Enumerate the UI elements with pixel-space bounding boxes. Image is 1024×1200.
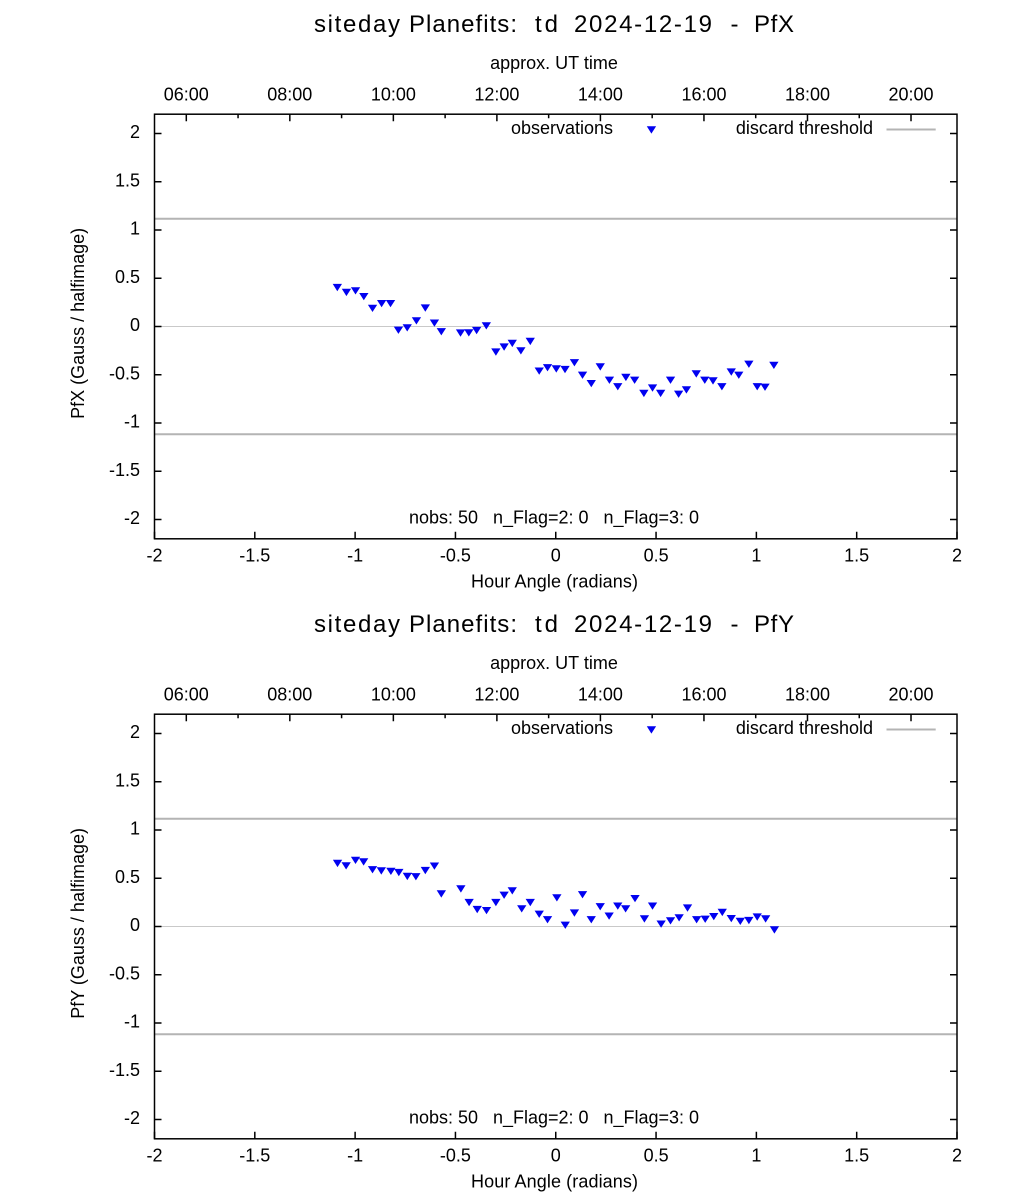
svg-text:1: 1 [751, 546, 761, 566]
svg-text:2: 2 [130, 722, 140, 742]
svg-text:0.5: 0.5 [644, 546, 669, 566]
svg-text:12:00: 12:00 [474, 85, 519, 105]
svg-text:-2: -2 [124, 1108, 140, 1128]
svg-text:0.5: 0.5 [644, 1146, 669, 1166]
svg-text:-1: -1 [347, 546, 363, 566]
svg-text:PfY (Gauss / halfimage): PfY (Gauss / halfimage) [68, 828, 88, 1019]
svg-text:nobs: 50 n_Flag=2: 0 n_Fla: nobs: 50 n_Flag=2: 0 n_Flag=3: 0 [409, 1108, 699, 1129]
svg-text:0.5: 0.5 [115, 267, 140, 287]
svg-text:-0.5: -0.5 [440, 1146, 471, 1166]
svg-text:20:00: 20:00 [888, 85, 933, 105]
svg-text:nobs: 50 n_Flag=2: 0 n_Fla: nobs: 50 n_Flag=2: 0 n_Flag=3: 0 [409, 508, 699, 529]
svg-text:Hour Angle (radians): Hour Angle (radians) [471, 572, 638, 592]
svg-text:-1: -1 [124, 1012, 140, 1032]
svg-text:10:00: 10:00 [371, 85, 416, 105]
svg-text:1.5: 1.5 [115, 771, 140, 791]
svg-text:-0.5: -0.5 [440, 546, 471, 566]
svg-text:PfX (Gauss / halfimage): PfX (Gauss / halfimage) [68, 228, 88, 419]
svg-text:16:00: 16:00 [681, 85, 726, 105]
svg-text:06:00: 06:00 [164, 85, 209, 105]
svg-text:2: 2 [130, 122, 140, 142]
svg-text:-1.5: -1.5 [239, 1146, 270, 1166]
svg-text:-1.5: -1.5 [109, 460, 140, 480]
svg-text:observations: observations [511, 118, 613, 138]
svg-text:0: 0 [551, 1146, 561, 1166]
svg-text:-1: -1 [347, 1146, 363, 1166]
svg-text:10:00: 10:00 [371, 685, 416, 705]
svg-text:approx. UT time: approx. UT time [490, 653, 618, 673]
svg-text:-0.5: -0.5 [109, 964, 140, 984]
svg-text:2: 2 [952, 1146, 962, 1166]
svg-text:08:00: 08:00 [267, 85, 312, 105]
svg-text:1.5: 1.5 [844, 1146, 869, 1166]
svg-text:-2: -2 [146, 546, 162, 566]
svg-text:14:00: 14:00 [578, 85, 623, 105]
svg-text:18:00: 18:00 [785, 685, 830, 705]
svg-text:approx. UT time: approx. UT time [490, 53, 618, 73]
svg-text:observations: observations [511, 718, 613, 738]
svg-text:-1: -1 [124, 412, 140, 432]
svg-text:1: 1 [130, 819, 140, 839]
svg-text:discard threshold: discard threshold [736, 118, 873, 138]
svg-text:0: 0 [130, 915, 140, 935]
svg-text:20:00: 20:00 [888, 685, 933, 705]
svg-text:2: 2 [952, 546, 962, 566]
svg-text:14:00: 14:00 [578, 685, 623, 705]
svg-text:-1.5: -1.5 [109, 1060, 140, 1080]
svg-text:-2: -2 [124, 508, 140, 528]
svg-text:08:00: 08:00 [267, 685, 312, 705]
svg-text:-2: -2 [146, 1146, 162, 1166]
svg-text:1: 1 [751, 1146, 761, 1166]
svg-text:Hour Angle (radians): Hour Angle (radians) [471, 1172, 638, 1192]
svg-text:12:00: 12:00 [474, 685, 519, 705]
svg-text:18:00: 18:00 [785, 85, 830, 105]
svg-text:1.5: 1.5 [115, 170, 140, 190]
svg-text:-0.5: -0.5 [109, 363, 140, 383]
svg-text:06:00: 06:00 [164, 685, 209, 705]
svg-text:16:00: 16:00 [681, 685, 726, 705]
svg-text:-1.5: -1.5 [239, 546, 270, 566]
svg-text:1.5: 1.5 [844, 546, 869, 566]
svg-text:1: 1 [130, 219, 140, 239]
svg-text:0: 0 [551, 546, 561, 566]
svg-text:0.5: 0.5 [115, 867, 140, 887]
svg-text:discard threshold: discard threshold [736, 718, 873, 738]
svg-text:0: 0 [130, 315, 140, 335]
